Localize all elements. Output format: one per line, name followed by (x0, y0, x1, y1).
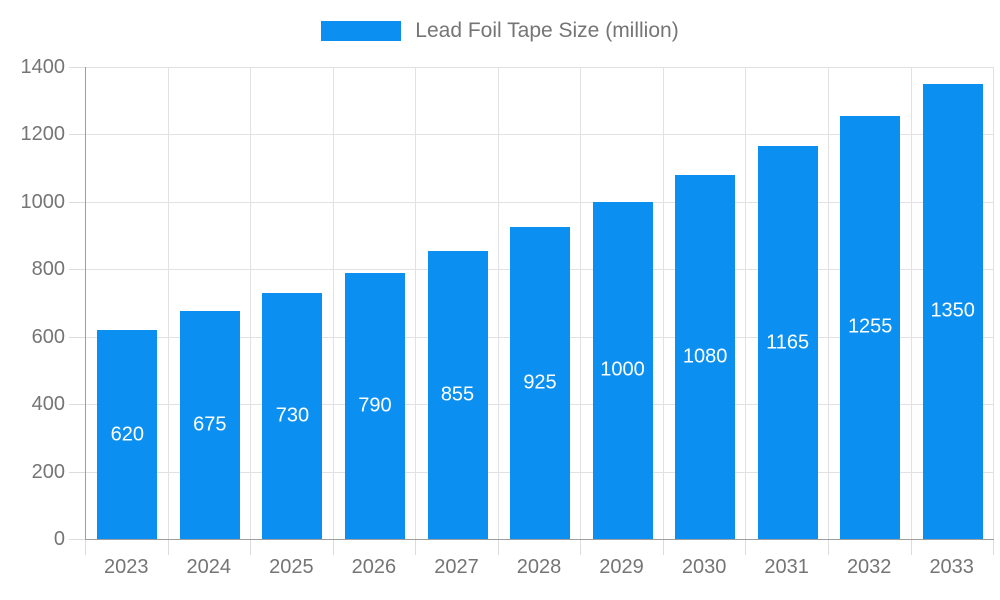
y-axis-tick (69, 201, 85, 203)
bar-value-label: 620 (110, 423, 144, 445)
gridline-vertical (827, 67, 829, 539)
gridline-vertical (332, 67, 334, 539)
bar-value-label: 675 (193, 413, 227, 436)
bar[interactable]: 1080 (675, 174, 736, 539)
x-axis-tick (580, 540, 582, 555)
y-axis-tick (69, 539, 85, 540)
y-axis-tick (69, 404, 85, 406)
x-axis-tick (827, 540, 829, 555)
gridline-vertical (580, 67, 582, 539)
x-axis-tick (662, 540, 664, 555)
x-axis-tick (415, 540, 417, 555)
gridline-horizontal (86, 134, 994, 136)
y-axis-tick (69, 269, 85, 271)
x-axis-tick-label: 2033 (929, 556, 974, 578)
bar[interactable]: 730 (262, 292, 323, 539)
x-axis-tick-label: 2032 (846, 556, 892, 578)
bar-value-label: 790 (358, 394, 392, 417)
bar-value-label: 1080 (682, 345, 728, 368)
y-axis-tick-label: 1200 (20, 123, 66, 146)
y-axis-tick-label: 1000 (20, 190, 66, 213)
x-axis-tick-label: 2026 (351, 556, 397, 578)
gridline-vertical (993, 67, 994, 539)
y-axis-tick (69, 471, 85, 473)
bar[interactable]: 925 (510, 227, 570, 539)
y-axis-tick-label: 1400 (20, 56, 66, 78)
bar-value-label: 855 (440, 383, 475, 406)
bar[interactable]: 1255 (840, 115, 901, 539)
plot-area: 620 675 730 790 855 925 1000 1080 1165 1255 1350 (85, 67, 994, 540)
bar-value-label: 925 (523, 371, 557, 394)
x-axis-tick (993, 540, 994, 555)
y-axis-tick (69, 67, 85, 68)
x-axis-tick-label: 2031 (764, 556, 809, 578)
gridline-vertical (745, 67, 747, 539)
bar-value-label: 1165 (766, 331, 810, 354)
x-axis-tick-label: 2030 (681, 556, 727, 578)
bar[interactable]: 1165 (757, 146, 818, 539)
x-axis-tick-label: 2024 (186, 556, 232, 578)
x-axis-tick (85, 540, 86, 555)
gridline-vertical (250, 67, 252, 539)
y-axis-tick (69, 134, 85, 136)
bar-value-label: 730 (275, 404, 310, 427)
gridline-vertical (910, 67, 912, 539)
x-axis-tick (332, 540, 334, 555)
x-axis-tick-label: 2023 (104, 556, 149, 578)
legend-swatch-icon (321, 21, 402, 41)
bar-value-label: 1000 (600, 358, 645, 381)
bar-value-label: 1255 (847, 315, 893, 338)
bar[interactable]: 1350 (922, 83, 983, 539)
bar[interactable]: 675 (179, 311, 240, 539)
gridline-vertical (167, 67, 169, 539)
bar[interactable]: 1000 (592, 201, 653, 539)
gridline-vertical (415, 67, 417, 539)
legend-label: Lead Foil Tape Size (million) (415, 19, 679, 42)
bar[interactable]: 790 (344, 272, 405, 539)
bar[interactable]: 620 (97, 330, 158, 539)
x-axis-tick-label: 2029 (599, 556, 644, 578)
y-axis-tick-label: 200 (31, 460, 65, 483)
bar-value-label: 1350 (930, 299, 975, 322)
gridline-horizontal (86, 67, 994, 68)
y-axis-tick-label: 0 (53, 528, 65, 550)
x-axis-tick (745, 540, 747, 555)
y-axis-tick-label: 600 (31, 325, 65, 348)
x-axis-tick (167, 540, 169, 555)
y-axis-tick (69, 336, 85, 338)
gridline-vertical (662, 67, 664, 539)
x-axis-tick-label: 2028 (516, 556, 562, 578)
gridline-horizontal (86, 201, 994, 203)
x-axis-tick (910, 540, 912, 555)
legend-item[interactable]: Lead Foil Tape Size (million) (321, 19, 679, 43)
bar[interactable]: 855 (427, 250, 488, 539)
x-axis-tick-label: 2027 (434, 556, 479, 578)
x-axis-tick (497, 540, 499, 555)
x-axis-tick-label: 2025 (269, 556, 314, 578)
y-axis-tick-label: 400 (31, 393, 65, 416)
y-axis-tick-label: 800 (31, 258, 65, 281)
gridline-vertical (497, 67, 499, 539)
legend: Lead Foil Tape Size (million) (0, 19, 1000, 43)
x-axis-tick (250, 540, 252, 555)
